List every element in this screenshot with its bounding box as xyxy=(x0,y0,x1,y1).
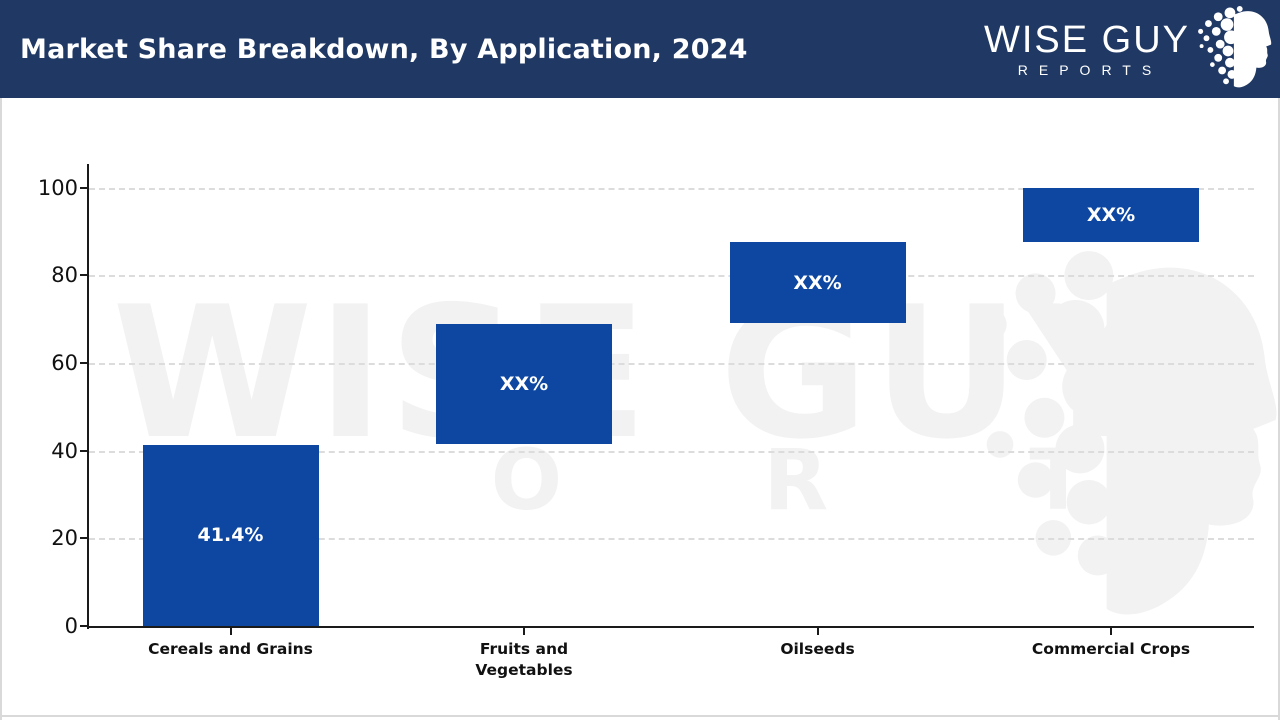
bar-value-label: XX% xyxy=(499,372,549,395)
page-border-right xyxy=(1278,98,1280,720)
logo-text-reports: REPORTS xyxy=(1017,61,1163,78)
y-axis-line xyxy=(87,164,89,629)
y-axis-tick xyxy=(80,274,87,277)
y-axis-tick xyxy=(80,537,87,540)
y-axis-tick xyxy=(80,449,87,452)
x-axis-category-label: Cereals and Grains xyxy=(148,640,313,658)
y-axis-tick-label: 40 xyxy=(51,438,78,463)
bar-value-label: XX% xyxy=(1086,203,1136,226)
page-border-bottom xyxy=(0,715,1280,717)
gridline xyxy=(89,275,1254,278)
gridline xyxy=(89,450,1254,453)
x-axis-tick xyxy=(523,628,525,635)
watermark-head-icon xyxy=(968,251,1277,615)
y-axis-tick xyxy=(80,186,87,189)
y-axis-tick xyxy=(80,361,87,364)
y-axis-tick-label: 100 xyxy=(37,175,78,200)
bar-fruits-and-vegetables: XX% xyxy=(436,323,612,445)
y-axis-tick-label: 80 xyxy=(51,263,78,288)
dotted-head-icon xyxy=(1198,5,1272,88)
page-title: Market Share Breakdown, By Application, … xyxy=(20,33,748,65)
logo-text-wiseguy: WISE GUY xyxy=(983,18,1190,61)
page-border-left xyxy=(0,98,2,720)
gridline xyxy=(89,538,1254,541)
x-axis-tick xyxy=(816,628,819,635)
y-axis-tick xyxy=(80,625,87,627)
gridline xyxy=(89,362,1254,365)
y-axis-tick-label: 60 xyxy=(51,350,78,375)
x-axis-category-label: Fruits and Vegetables xyxy=(475,640,573,679)
bar-value-label: XX% xyxy=(793,271,842,294)
bar-commercial-crops: XX% xyxy=(1023,187,1199,243)
bar-cereals-and-grains: 41.4% xyxy=(142,444,319,626)
gridline xyxy=(89,187,1254,190)
y-axis-tick-label: 0 xyxy=(64,614,78,638)
y-axis-tick-label: 20 xyxy=(51,526,78,551)
x-axis-line xyxy=(87,626,1254,628)
waterfall-chart: 0 20 40 60 80 100 Cereals and Grains Fruits and… xyxy=(0,98,1280,720)
bar-value-label: 41.4% xyxy=(197,524,264,547)
bar-oilseeds: XX% xyxy=(729,242,906,324)
x-axis-category-label: Commercial Crops xyxy=(1031,640,1191,658)
header-bar: Market Share Breakdown, By Application, … xyxy=(0,0,1280,98)
x-axis-category-label: Oilseeds xyxy=(780,640,855,658)
wiseguy-logo: WISE GUY REPORTS xyxy=(984,5,1280,93)
x-axis-tick xyxy=(1110,628,1112,635)
x-axis-tick xyxy=(229,628,232,635)
